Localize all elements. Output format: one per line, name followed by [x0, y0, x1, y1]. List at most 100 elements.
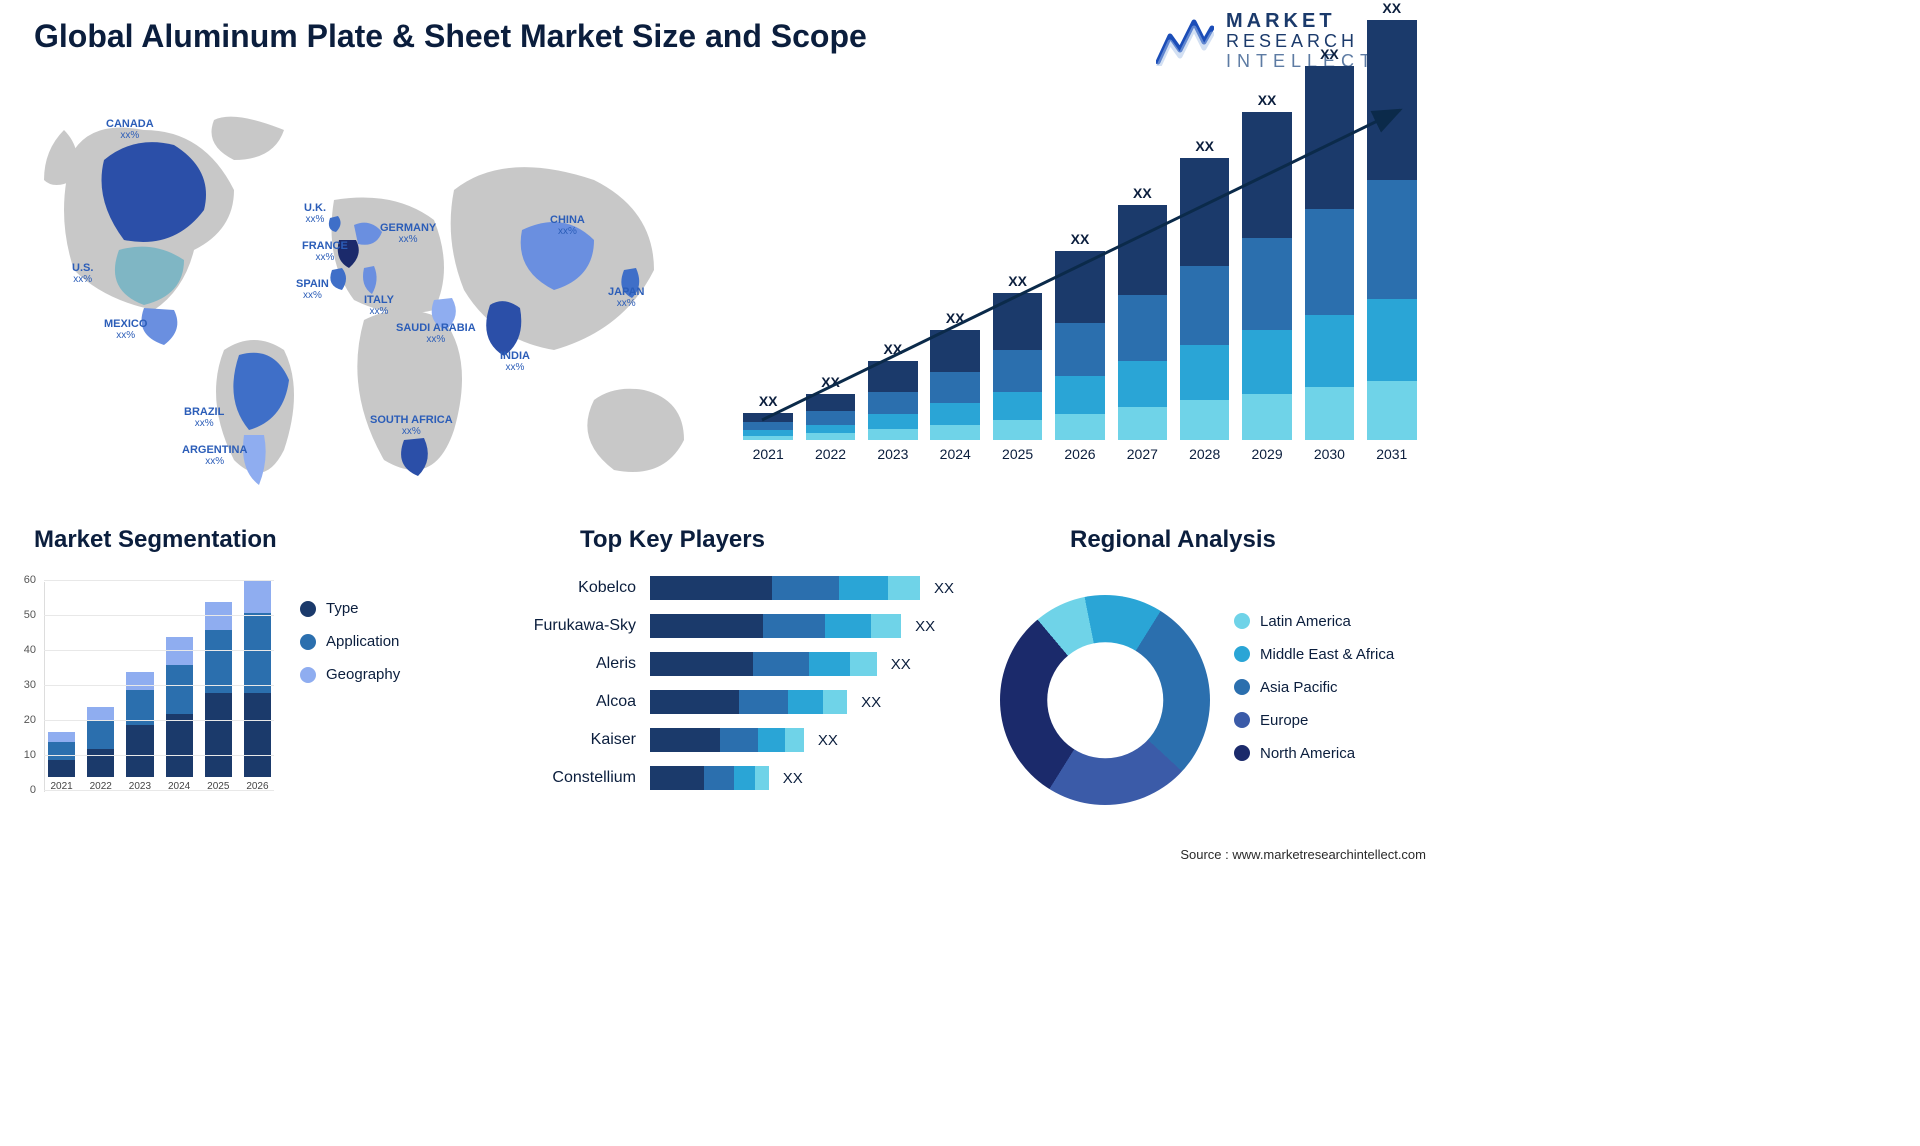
seg-gridline	[44, 755, 274, 756]
growth-bar-seg	[806, 411, 856, 424]
growth-bar-seg	[930, 372, 980, 403]
donut-chart: Latin AmericaMiddle East & AfricaAsia Pa…	[1000, 560, 1430, 830]
country-label: ITALYxx%	[364, 294, 394, 317]
growth-bar-seg	[806, 425, 856, 434]
seg-y-tick: 60	[24, 574, 36, 586]
growth-bar-seg	[743, 422, 793, 430]
player-bar-seg	[758, 728, 785, 752]
country-label: JAPANxx%	[608, 286, 644, 309]
player-bar	[650, 576, 920, 600]
legend-dot-icon	[300, 634, 316, 650]
player-value: XX	[934, 580, 954, 597]
player-name: Kaiser	[510, 731, 650, 749]
growth-bar-seg	[806, 394, 856, 412]
brand-line1: MARKET	[1226, 10, 1377, 32]
country-label: SOUTH AFRICAxx%	[370, 414, 453, 437]
growth-bar-seg	[1367, 381, 1417, 440]
seg-gridline	[44, 615, 274, 616]
country-label: U.S.xx%	[72, 262, 93, 285]
seg-bar-seg	[87, 707, 114, 721]
seg-bar-seg	[48, 760, 75, 778]
growth-top-label: XX	[1071, 231, 1090, 247]
legend-label: North America	[1260, 745, 1355, 762]
growth-bar-col: XX2029	[1239, 92, 1295, 462]
growth-bar-seg	[993, 350, 1043, 392]
country-label: CANADAxx%	[106, 118, 154, 141]
growth-bar-seg	[743, 436, 793, 440]
seg-bar-seg	[87, 749, 114, 777]
brand-logo-icon	[1156, 16, 1214, 66]
growth-bar	[993, 293, 1043, 440]
donut-ring	[1000, 595, 1210, 805]
player-bar-seg	[720, 728, 758, 752]
player-bar-seg	[871, 614, 901, 638]
player-name: Furukawa-Sky	[510, 617, 650, 635]
player-bar-seg	[650, 576, 772, 600]
player-bar	[650, 766, 769, 790]
legend-label: Geography	[326, 666, 400, 683]
growth-bar-seg	[993, 420, 1043, 440]
growth-x-label: 2023	[877, 446, 908, 462]
seg-bar-seg	[126, 725, 153, 778]
seg-bar-seg	[205, 602, 232, 630]
legend-label: Application	[326, 633, 399, 650]
seg-bar-col: 2021	[45, 732, 78, 793]
player-bar-seg	[788, 690, 823, 714]
growth-x-label: 2029	[1251, 446, 1282, 462]
legend-dot-icon	[1234, 679, 1250, 695]
player-bar-seg	[650, 728, 720, 752]
growth-bar-seg	[743, 413, 793, 423]
growth-bar-seg	[806, 433, 856, 440]
growth-bar-seg	[1055, 251, 1105, 324]
growth-top-label: XX	[1320, 46, 1339, 62]
seg-gridline	[44, 685, 274, 686]
legend-item: Europe	[1234, 712, 1394, 729]
legend-dot-icon	[1234, 745, 1250, 761]
growth-bar-seg	[868, 429, 918, 440]
player-row: ConstelliumXX	[510, 764, 970, 792]
growth-bar-seg	[1055, 414, 1105, 440]
segmentation-legend: TypeApplicationGeography	[300, 600, 400, 699]
player-bar-seg	[650, 652, 753, 676]
player-bar-seg	[734, 766, 756, 790]
country-label: MEXICOxx%	[104, 318, 147, 341]
seg-bar	[87, 707, 114, 777]
growth-top-label: XX	[1008, 273, 1027, 289]
donut-hole	[1047, 642, 1163, 758]
growth-bar	[1180, 158, 1230, 440]
player-bar	[650, 728, 804, 752]
seg-bar-seg	[244, 581, 271, 613]
seg-y-tick: 30	[24, 679, 36, 691]
seg-bar	[166, 637, 193, 777]
legend-item: Geography	[300, 666, 400, 683]
player-bar-seg	[755, 766, 769, 790]
growth-x-label: 2024	[940, 446, 971, 462]
growth-top-label: XX	[759, 393, 778, 409]
player-value: XX	[915, 618, 935, 635]
player-bar-seg	[850, 652, 877, 676]
growth-bar-col: XX2028	[1177, 138, 1233, 462]
country-label: FRANCExx%	[302, 240, 348, 263]
player-bar	[650, 652, 877, 676]
seg-y-tick: 0	[30, 784, 36, 796]
player-bar-seg	[888, 576, 920, 600]
seg-bar-seg	[48, 732, 75, 743]
seg-bar	[244, 581, 271, 777]
growth-top-label: XX	[884, 341, 903, 357]
growth-bar	[1055, 251, 1105, 440]
growth-x-label: 2026	[1064, 446, 1095, 462]
players-chart: KobelcoXXFurukawa-SkyXXAlerisXXAlcoaXXKa…	[510, 560, 970, 830]
growth-x-label: 2025	[1002, 446, 1033, 462]
growth-bar-col: XX2021	[740, 393, 796, 462]
growth-bar-seg	[1242, 330, 1292, 394]
seg-bar-seg	[126, 672, 153, 690]
growth-bar-col: XX2031	[1364, 0, 1420, 462]
legend-dot-icon	[300, 601, 316, 617]
growth-bar-col: XX2027	[1114, 185, 1170, 462]
country-label: INDIAxx%	[500, 350, 530, 373]
player-bar-seg	[704, 766, 734, 790]
growth-top-label: XX	[1195, 138, 1214, 154]
growth-bar-col: XX 2026	[1052, 231, 1108, 462]
growth-bar-seg	[930, 425, 980, 440]
growth-bar-seg	[1118, 407, 1168, 440]
